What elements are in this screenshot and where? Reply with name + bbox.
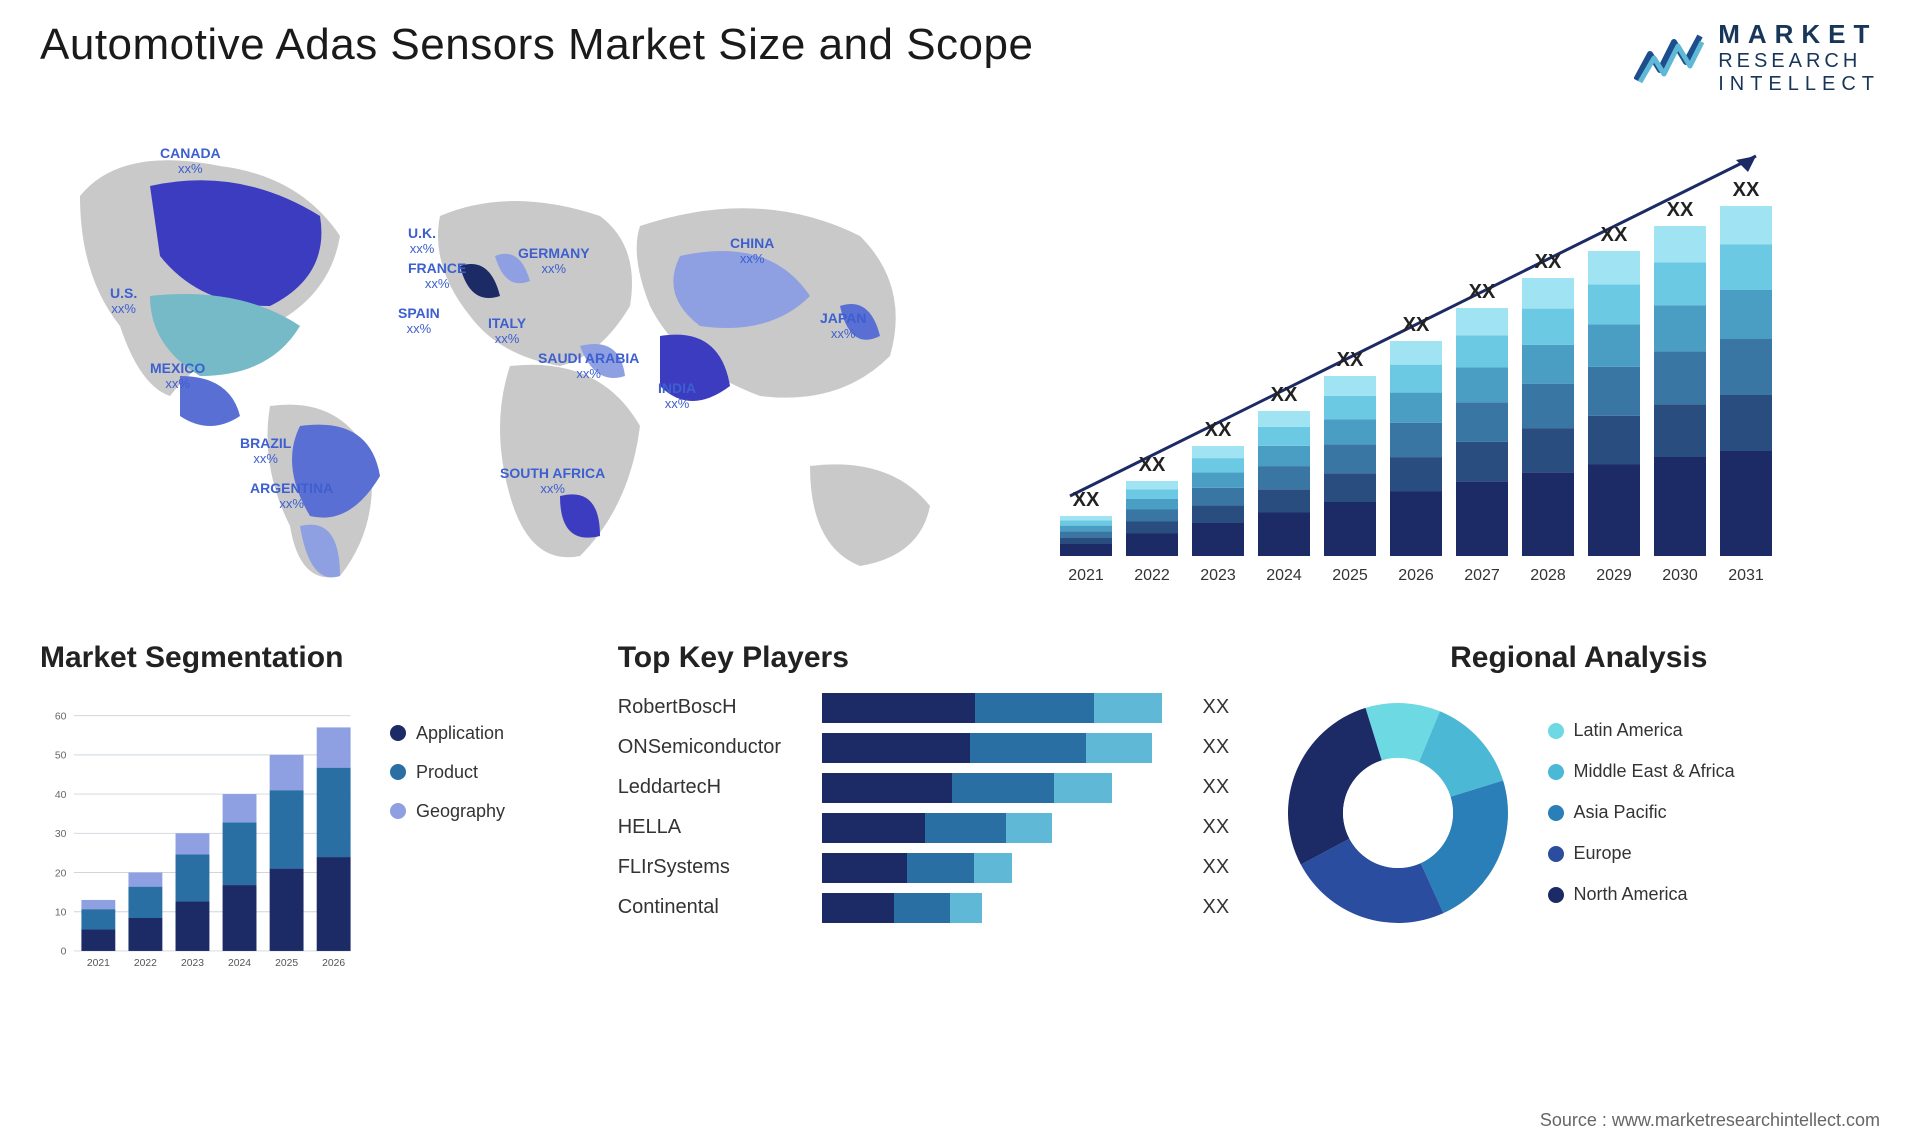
kp-name: Continental	[618, 896, 808, 919]
map-label-germany: GERMANYxx%	[518, 246, 590, 277]
svg-text:2024: 2024	[228, 958, 251, 969]
regional-donut	[1278, 693, 1518, 933]
map-label-italy: ITALYxx%	[488, 316, 526, 347]
logo-icon	[1634, 30, 1704, 85]
map-label-southafrica: SOUTH AFRICAxx%	[500, 466, 605, 497]
svg-text:30: 30	[55, 829, 67, 840]
map-label-brazil: BRAZILxx%	[240, 436, 291, 467]
svg-text:2031: 2031	[1728, 567, 1764, 584]
svg-text:40: 40	[55, 790, 67, 801]
svg-text:2024: 2024	[1266, 567, 1302, 584]
svg-text:2029: 2029	[1596, 567, 1632, 584]
map-label-saudiarabia: SAUDI ARABIAxx%	[538, 351, 639, 382]
svg-text:XX: XX	[1733, 179, 1760, 201]
map-label-argentina: ARGENTINAxx%	[250, 481, 333, 512]
kp-value: XX	[1203, 736, 1248, 759]
map-label-uk: U.K.xx%	[408, 226, 436, 257]
world-map-panel: CANADAxx% U.S.xx% MEXICOxx% BRAZILxx% ARGENT…	[40, 126, 980, 606]
svg-text:2027: 2027	[1464, 567, 1500, 584]
svg-text:2022: 2022	[1134, 567, 1170, 584]
kp-value: XX	[1203, 896, 1248, 919]
logo-text-3: INTELLECT	[1718, 73, 1880, 96]
svg-text:XX: XX	[1535, 251, 1562, 273]
map-label-india: INDIAxx%	[658, 381, 696, 412]
kp-name: HELLA	[618, 816, 808, 839]
svg-text:2028: 2028	[1530, 567, 1566, 584]
logo-text-2: RESEARCH	[1718, 50, 1880, 73]
kp-name: FLIrSystems	[618, 856, 808, 879]
logo-text-1: MARKET	[1718, 20, 1880, 50]
legend-item: Asia Pacific	[1548, 802, 1735, 823]
svg-text:2030: 2030	[1662, 567, 1698, 584]
legend-item: North America	[1548, 884, 1735, 905]
svg-text:XX: XX	[1073, 489, 1100, 511]
kp-bar	[822, 773, 1112, 803]
segmentation-chart: 0 10 20 30 40 50 60 2021 2022 2023 2024 2025 2026	[40, 693, 360, 983]
source-attribution: Source : www.marketresearchintellect.com	[1540, 1110, 1880, 1131]
svg-text:2023: 2023	[1200, 567, 1236, 584]
map-label-spain: SPAINxx%	[398, 306, 440, 337]
page-title: Automotive Adas Sensors Market Size and …	[40, 20, 1033, 70]
svg-text:XX: XX	[1403, 314, 1430, 336]
svg-text:2026: 2026	[322, 958, 345, 969]
segmentation-panel: Market Segmentation 0 10 20 30 40 50 60 2021 202…	[40, 641, 588, 983]
svg-text:2026: 2026	[1398, 567, 1434, 584]
map-label-china: CHINAxx%	[730, 236, 774, 267]
svg-text:XX: XX	[1205, 419, 1232, 441]
svg-text:XX: XX	[1271, 384, 1298, 406]
map-label-france: FRANCExx%	[408, 261, 466, 292]
svg-text:50: 50	[55, 751, 67, 762]
map-label-mexico: MEXICOxx%	[150, 361, 205, 392]
kp-value: XX	[1203, 776, 1248, 799]
svg-text:2021: 2021	[1068, 567, 1104, 584]
svg-text:2025: 2025	[1332, 567, 1368, 584]
legend-item: Geography	[390, 801, 505, 822]
kp-value: XX	[1203, 856, 1248, 879]
map-label-canada: CANADAxx%	[160, 146, 221, 177]
legend-item: Product	[390, 762, 505, 783]
svg-text:2021: 2021	[87, 958, 110, 969]
kp-bar	[822, 853, 1012, 883]
svg-text:2022: 2022	[134, 958, 157, 969]
legend-item: Europe	[1548, 843, 1735, 864]
legend-item: Middle East & Africa	[1548, 761, 1735, 782]
kp-name: ONSemiconductor	[618, 736, 808, 759]
svg-text:XX: XX	[1337, 349, 1364, 371]
kp-bar	[822, 733, 1152, 763]
kp-bar	[822, 893, 982, 923]
regional-panel: Regional Analysis Latin America Middle Ea…	[1278, 641, 1880, 983]
kp-bar	[822, 813, 1052, 843]
svg-text:XX: XX	[1469, 281, 1496, 303]
forecast-chart-panel: XX 2021 XX 2022 XX 2023 XX 2024 XX 2025 XX 2026 XX 20…	[1020, 126, 1880, 606]
svg-text:XX: XX	[1667, 199, 1694, 221]
players-title: Top Key Players	[618, 641, 1248, 675]
segmentation-title: Market Segmentation	[40, 641, 588, 675]
map-label-japan: JAPANxx%	[820, 311, 866, 342]
segmentation-legend: Application Product Geography	[390, 723, 505, 822]
map-label-us: U.S.xx%	[110, 286, 137, 317]
kp-bar	[822, 693, 1162, 723]
svg-text:60: 60	[55, 711, 67, 722]
svg-text:2025: 2025	[275, 958, 298, 969]
svg-text:0: 0	[61, 947, 67, 958]
key-players-panel: Top Key Players RobertBoscH XX ONSemicondu…	[618, 641, 1248, 983]
legend-item: Application	[390, 723, 505, 744]
svg-text:2023: 2023	[181, 958, 204, 969]
brand-logo: MARKET RESEARCH INTELLECT	[1634, 20, 1880, 96]
svg-text:20: 20	[55, 868, 67, 879]
regional-legend: Latin America Middle East & Africa Asia Pa…	[1548, 720, 1735, 905]
kp-name: RobertBoscH	[618, 696, 808, 719]
svg-text:XX: XX	[1139, 454, 1166, 476]
kp-name: LeddartecH	[618, 776, 808, 799]
kp-value: XX	[1203, 696, 1248, 719]
regional-title: Regional Analysis	[1278, 641, 1880, 675]
svg-text:XX: XX	[1601, 224, 1628, 246]
svg-text:10: 10	[55, 907, 67, 918]
legend-item: Latin America	[1548, 720, 1735, 741]
kp-value: XX	[1203, 816, 1248, 839]
forecast-chart: XX 2021 XX 2022 XX 2023 XX 2024 XX 2025 XX 2026 XX 20…	[1020, 126, 1880, 606]
key-players-chart: RobertBoscH XX ONSemiconductor XX LeddartecH…	[618, 693, 1248, 923]
